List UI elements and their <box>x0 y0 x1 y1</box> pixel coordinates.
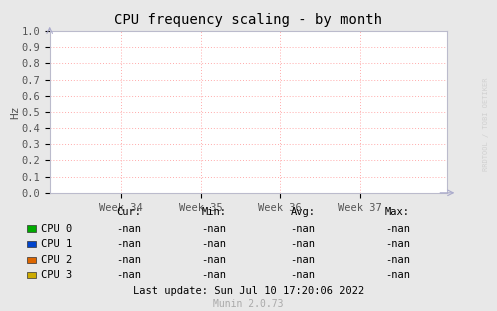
Text: -nan: -nan <box>117 239 142 249</box>
Text: Avg:: Avg: <box>291 207 316 217</box>
Text: -nan: -nan <box>291 224 316 234</box>
Text: -nan: -nan <box>291 270 316 280</box>
Text: -nan: -nan <box>385 255 410 265</box>
Text: -nan: -nan <box>201 224 226 234</box>
Text: -nan: -nan <box>117 255 142 265</box>
Y-axis label: Hz: Hz <box>10 105 20 119</box>
Text: Last update: Sun Jul 10 17:20:06 2022: Last update: Sun Jul 10 17:20:06 2022 <box>133 286 364 296</box>
Text: -nan: -nan <box>291 255 316 265</box>
Text: Max:: Max: <box>385 207 410 217</box>
Text: -nan: -nan <box>117 224 142 234</box>
Title: CPU frequency scaling - by month: CPU frequency scaling - by month <box>114 13 383 27</box>
Text: -nan: -nan <box>385 239 410 249</box>
Text: CPU 3: CPU 3 <box>41 270 72 280</box>
Text: -nan: -nan <box>385 270 410 280</box>
Text: -nan: -nan <box>385 224 410 234</box>
Text: CPU 0: CPU 0 <box>41 224 72 234</box>
Text: -nan: -nan <box>201 255 226 265</box>
Text: -nan: -nan <box>117 270 142 280</box>
Text: RRDTOOL / TOBI OETIKER: RRDTOOL / TOBI OETIKER <box>483 78 489 171</box>
Text: Cur:: Cur: <box>117 207 142 217</box>
Text: -nan: -nan <box>201 270 226 280</box>
Text: Min:: Min: <box>201 207 226 217</box>
Text: -nan: -nan <box>201 239 226 249</box>
Text: CPU 1: CPU 1 <box>41 239 72 249</box>
Text: Munin 2.0.73: Munin 2.0.73 <box>213 299 284 309</box>
Text: -nan: -nan <box>291 239 316 249</box>
Text: CPU 2: CPU 2 <box>41 255 72 265</box>
